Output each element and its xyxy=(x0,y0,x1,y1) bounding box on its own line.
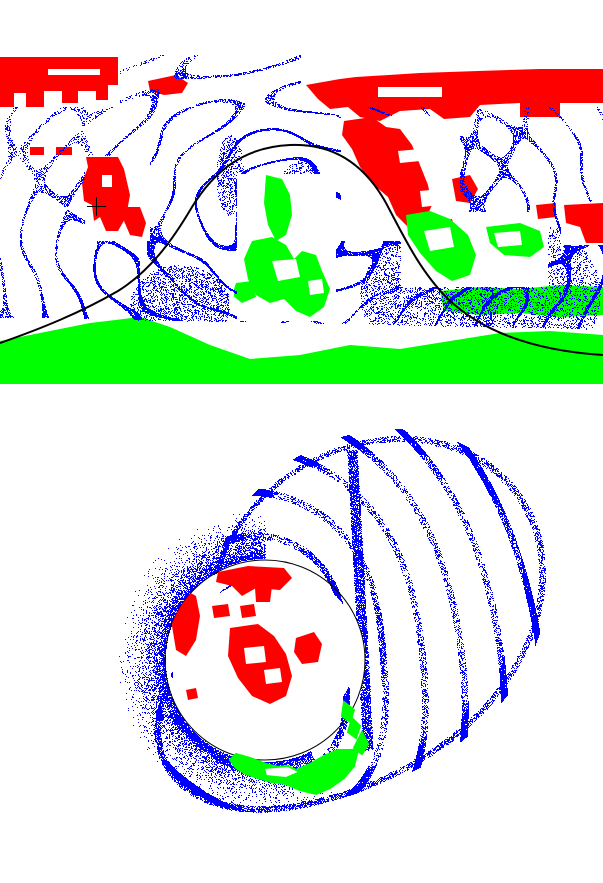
series-globe-limb-outline xyxy=(164,559,366,761)
panel-equirectangular-map[interactable] xyxy=(0,55,603,384)
map-plot-area xyxy=(0,55,603,384)
panel-orthographic-globe[interactable] xyxy=(0,420,603,883)
series-field-density-dots xyxy=(0,55,603,330)
series-southern-landmass-globe xyxy=(228,700,370,796)
crosshair-marker[interactable] xyxy=(87,197,106,216)
globe-plot-area xyxy=(0,420,603,883)
series-great-circle-boundary xyxy=(0,143,603,356)
